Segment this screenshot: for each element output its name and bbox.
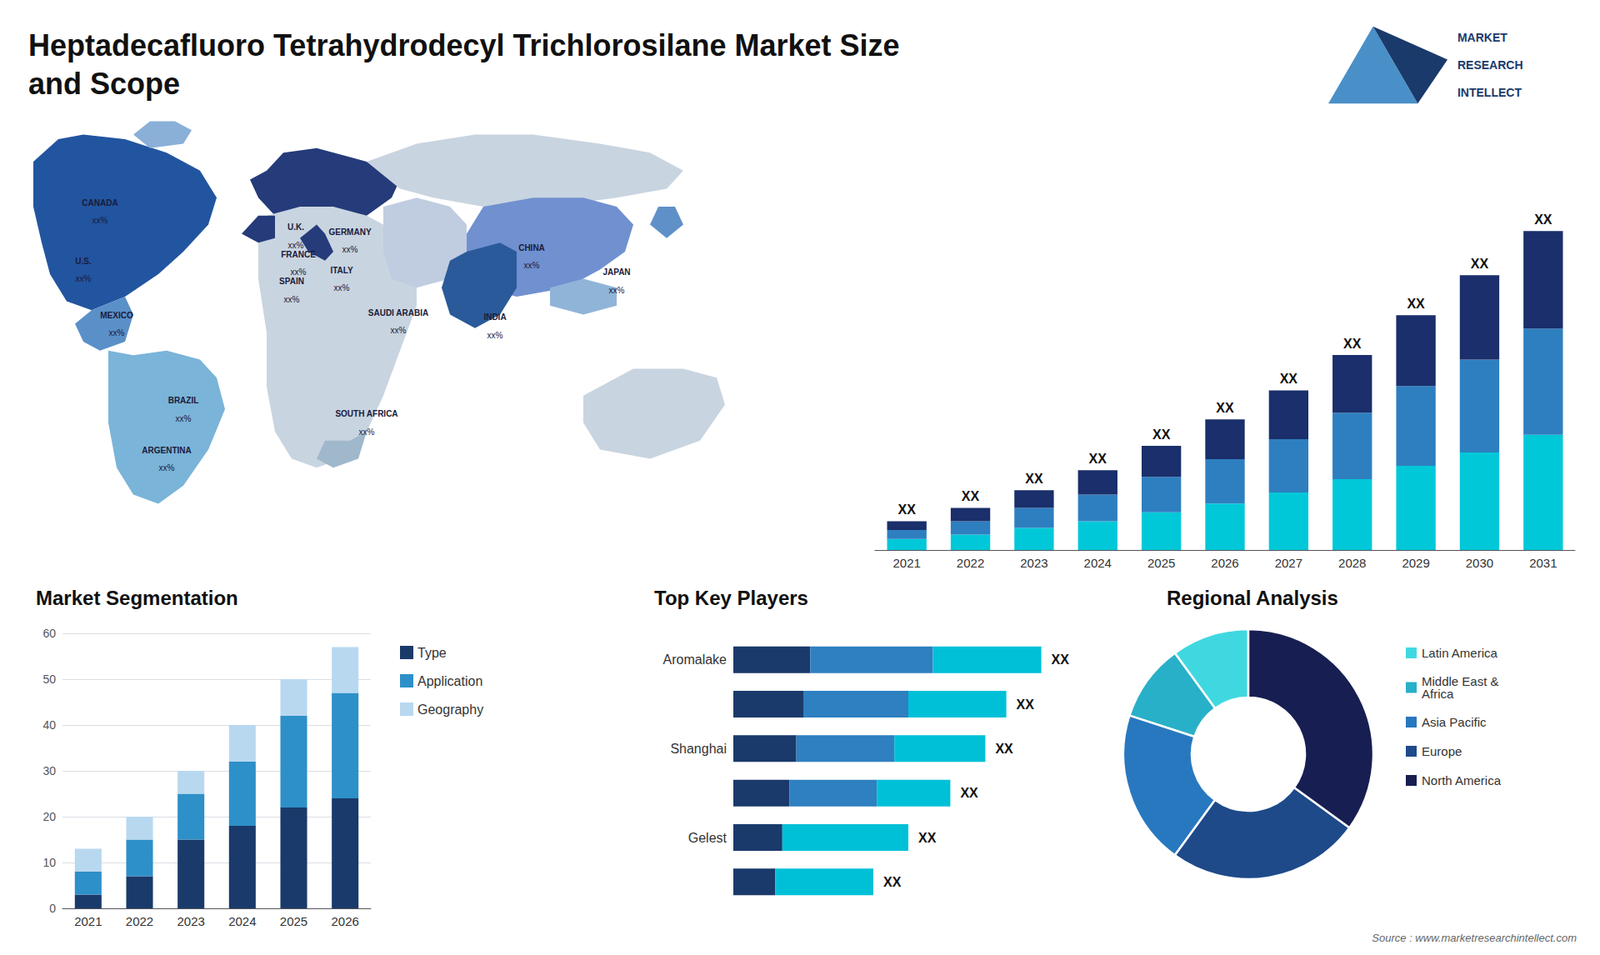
svg-text:xx%: xx% — [334, 283, 350, 293]
svg-text:2024: 2024 — [228, 914, 256, 929]
svg-text:XX: XX — [1343, 336, 1362, 351]
svg-text:Middle East &: Middle East & — [1421, 674, 1499, 689]
svg-text:2031: 2031 — [1529, 555, 1557, 570]
svg-text:SPAIN: SPAIN — [279, 276, 305, 286]
svg-text:CHINA: CHINA — [518, 243, 545, 253]
svg-text:Market Segmentation: Market Segmentation — [35, 586, 239, 610]
svg-text:XX: XX — [961, 489, 980, 504]
svg-text:xx%: xx% — [524, 260, 540, 270]
svg-text:JAPAN: JAPAN — [602, 267, 630, 277]
svg-text:2023: 2023 — [1020, 555, 1048, 570]
svg-text:XX: XX — [1152, 427, 1171, 442]
svg-text:10: 10 — [42, 855, 56, 870]
svg-text:2025: 2025 — [280, 914, 308, 929]
svg-text:30: 30 — [42, 764, 56, 778]
svg-text:2023: 2023 — [176, 914, 205, 929]
svg-text:XX: XX — [1280, 371, 1299, 386]
svg-text:XX: XX — [1534, 212, 1553, 227]
svg-text:XX: XX — [883, 875, 902, 890]
svg-text:2021: 2021 — [74, 914, 102, 929]
svg-text:XX: XX — [898, 502, 917, 517]
svg-text:2026: 2026 — [1210, 555, 1239, 570]
svg-text:2029: 2029 — [1401, 555, 1430, 570]
svg-text:Shanghai: Shanghai — [670, 741, 727, 756]
svg-text:xx%: xx% — [159, 463, 175, 473]
svg-text:xx%: xx% — [359, 427, 375, 437]
svg-text:Geography: Geography — [417, 702, 484, 717]
svg-text:XX: XX — [1025, 471, 1044, 486]
svg-text:xx%: xx% — [609, 285, 625, 295]
svg-text:Asia Pacific: Asia Pacific — [1421, 715, 1487, 730]
svg-text:Heptadecafluoro Tetrahydrodecy: Heptadecafluoro Tetrahydrodecyl Trichlor… — [28, 28, 900, 63]
svg-text:2022: 2022 — [125, 914, 154, 929]
svg-text:SOUTH AFRICA: SOUTH AFRICA — [335, 409, 398, 419]
svg-text:2027: 2027 — [1275, 555, 1303, 570]
svg-text:FRANCE: FRANCE — [280, 250, 316, 260]
svg-text:2026: 2026 — [330, 914, 359, 929]
svg-text:GERMANY: GERMANY — [328, 227, 371, 237]
svg-text:xx%: xx% — [290, 267, 307, 277]
svg-text:xx%: xx% — [390, 325, 407, 335]
svg-text:xx%: xx% — [75, 274, 92, 284]
svg-text:Europe: Europe — [1421, 744, 1462, 759]
svg-text:Africa: Africa — [1421, 686, 1455, 701]
svg-text:XX: XX — [1051, 652, 1070, 667]
svg-text:xx%: xx% — [175, 414, 192, 424]
svg-text:SAUDI ARABIA: SAUDI ARABIA — [368, 308, 429, 318]
svg-text:Type: Type — [417, 645, 447, 660]
svg-text:INTELLECT: INTELLECT — [1457, 85, 1522, 100]
svg-text:BRAZIL: BRAZIL — [168, 395, 200, 405]
svg-text:xx%: xx% — [92, 215, 109, 225]
svg-text:MEXICO: MEXICO — [100, 310, 134, 320]
svg-text:XX: XX — [960, 785, 979, 800]
svg-text:2022: 2022 — [956, 555, 985, 570]
svg-text:CANADA: CANADA — [81, 198, 118, 208]
svg-text:ARGENTINA: ARGENTINA — [141, 445, 191, 455]
svg-text:0: 0 — [49, 901, 56, 915]
svg-text:XX: XX — [995, 741, 1014, 756]
svg-text:Application: Application — [417, 674, 483, 689]
svg-text:xx%: xx% — [288, 240, 305, 250]
svg-text:XX: XX — [918, 830, 937, 845]
svg-text:XX: XX — [1406, 296, 1425, 311]
svg-text:MARKET: MARKET — [1457, 30, 1508, 45]
svg-text:xx%: xx% — [284, 295, 300, 305]
svg-text:Source : www.marketresearchint: Source : www.marketresearchintellect.com — [1371, 931, 1577, 945]
svg-text:60: 60 — [42, 626, 56, 640]
svg-text:U.S.: U.S. — [75, 256, 92, 266]
svg-text:2025: 2025 — [1147, 555, 1175, 570]
svg-text:Regional Analysis: Regional Analysis — [1166, 586, 1339, 610]
svg-text:2028: 2028 — [1338, 555, 1366, 570]
svg-text:2021: 2021 — [892, 555, 920, 570]
svg-text:50: 50 — [42, 672, 56, 686]
svg-text:North America: North America — [1421, 773, 1502, 788]
svg-text:2030: 2030 — [1465, 555, 1494, 570]
svg-text:ITALY: ITALY — [330, 265, 354, 275]
svg-text:20: 20 — [42, 810, 56, 824]
svg-text:2024: 2024 — [1084, 555, 1112, 570]
svg-text:Top Key Players: Top Key Players — [654, 586, 809, 610]
svg-text:Aromalake: Aromalake — [663, 652, 728, 667]
svg-text:xx%: xx% — [487, 330, 504, 340]
svg-text:RESEARCH: RESEARCH — [1457, 58, 1524, 72]
svg-text:XX: XX — [1089, 451, 1108, 466]
svg-text:XX: XX — [1470, 256, 1490, 271]
svg-text:xx%: xx% — [109, 328, 125, 338]
svg-text:U.K.: U.K. — [287, 222, 305, 232]
svg-text:XX: XX — [1016, 697, 1035, 712]
svg-text:and Scope: and Scope — [28, 66, 180, 101]
svg-text:Latin America: Latin America — [1421, 645, 1499, 660]
svg-text:xx%: xx% — [342, 245, 359, 255]
svg-text:INDIA: INDIA — [483, 312, 506, 322]
svg-text:Gelest: Gelest — [688, 830, 728, 845]
svg-text:40: 40 — [42, 718, 56, 732]
svg-text:XX: XX — [1215, 400, 1235, 415]
